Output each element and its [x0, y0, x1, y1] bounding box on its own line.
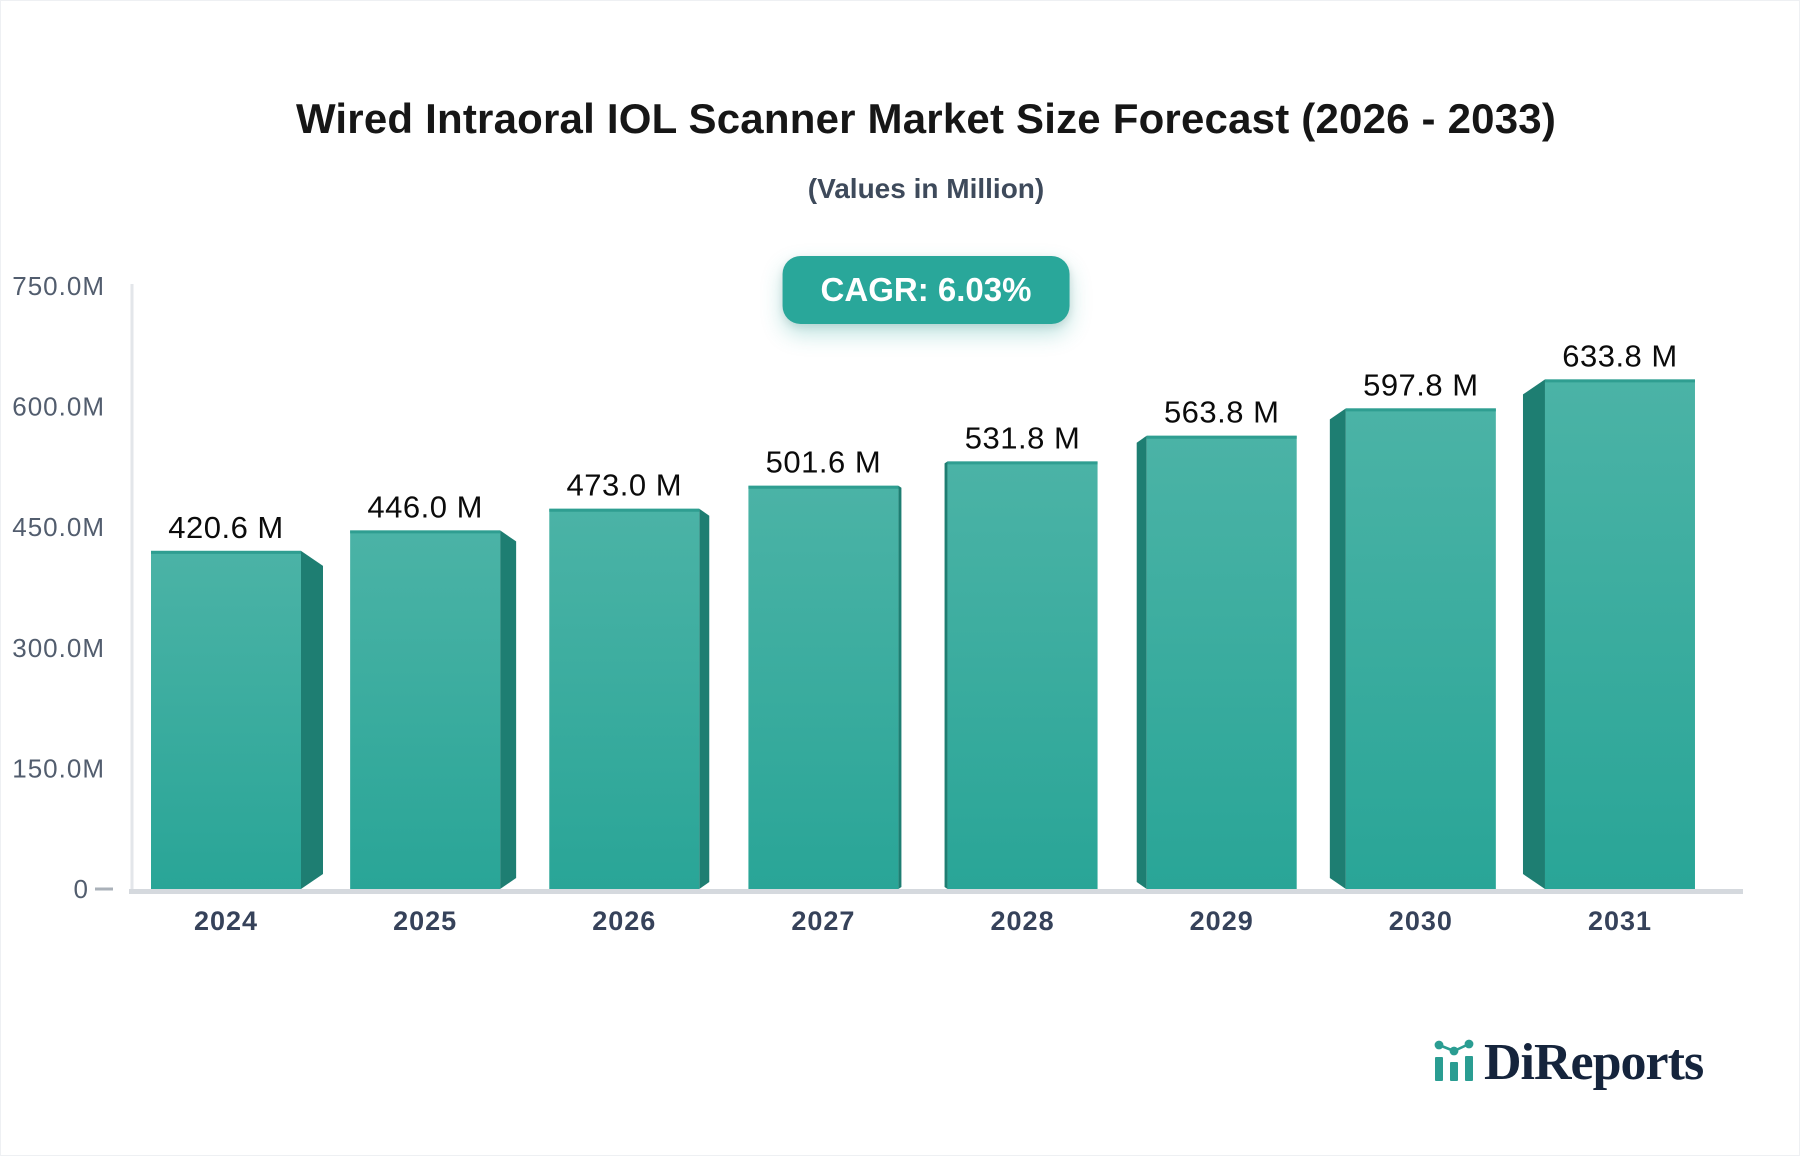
bar — [350, 530, 501, 889]
bar-value-label: 597.8 M — [1363, 367, 1479, 402]
bar-value-label: 501.6 M — [766, 445, 882, 480]
chart-title: Wired Intraoral IOL Scanner Market Size … — [295, 95, 1557, 142]
y-tick-label: 150.0M — [12, 753, 105, 783]
bar-side-face — [1136, 435, 1147, 889]
bar — [947, 461, 1098, 889]
bar-group: 633.8 M 2031 — [1522, 338, 1695, 936]
x-tick-label: 2029 — [1190, 906, 1254, 936]
cagr-badge: CAGR: 6.03% — [782, 256, 1070, 324]
x-tick-label: 2024 — [194, 906, 258, 936]
x-tick-label: 2027 — [791, 906, 855, 936]
bar-value-label: 633.8 M — [1562, 338, 1678, 373]
bar-value-label: 420.6 M — [168, 510, 284, 545]
x-tick-label: 2025 — [393, 906, 457, 936]
y-tick-label: 450.0M — [12, 512, 105, 542]
bar-value-label: 473.0 M — [567, 468, 683, 503]
bar-group: 563.8 M 2029 — [1136, 395, 1297, 936]
bar-group: 420.6 M 2024 — [151, 510, 323, 936]
bar-group: 446.0 M 2025 — [350, 489, 517, 936]
bar-side-face — [699, 508, 710, 889]
brand-name: DiReports — [1484, 1034, 1704, 1091]
brand-logo: DiReports — [1433, 1034, 1704, 1091]
chart-subtitle: (Values in Million) — [807, 173, 1045, 204]
bar-side-face — [301, 550, 323, 889]
bar — [1345, 408, 1496, 889]
x-tick-label: 2026 — [592, 906, 656, 936]
x-tick-label: 2028 — [991, 906, 1055, 936]
y-tick-label: 750.0M — [12, 271, 105, 301]
direports-logo-icon — [1434, 1039, 1474, 1081]
bar-side-face — [1522, 379, 1545, 889]
bar-group: 473.0 M 2026 — [549, 468, 710, 936]
bar-group: 597.8 M 2030 — [1329, 367, 1496, 936]
bar-side-face — [500, 530, 517, 889]
bar-side-face — [898, 485, 902, 889]
bar-value-label: 446.0 M — [367, 489, 483, 524]
bar — [1544, 379, 1695, 889]
bar — [151, 550, 301, 889]
y-tick-label: 300.0M — [12, 633, 105, 663]
bar-group: 531.8 M 2028 — [944, 420, 1098, 936]
bar-value-label: 531.8 M — [965, 420, 1081, 455]
bar-group: 501.6 M 2027 — [748, 445, 902, 936]
bar-value-label: 563.8 M — [1164, 395, 1280, 430]
bar-side-face — [1329, 408, 1346, 889]
y-tick-label: 0 — [74, 874, 89, 904]
x-tick-label: 2031 — [1588, 906, 1652, 936]
bar-side-face — [944, 461, 948, 889]
bar — [1146, 435, 1297, 889]
y-tick-label: 600.0M — [12, 392, 105, 422]
bar — [748, 485, 899, 889]
bar — [549, 508, 700, 889]
x-tick-label: 2030 — [1389, 906, 1453, 936]
